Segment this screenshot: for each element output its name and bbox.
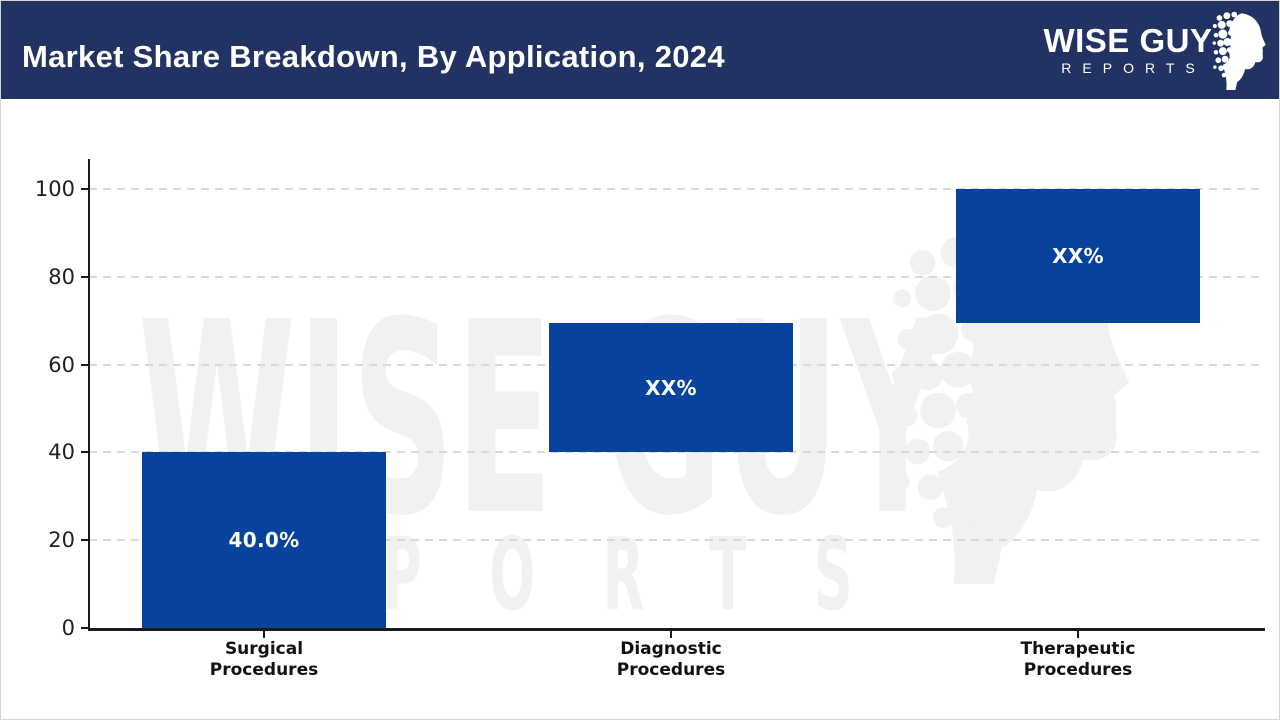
bar-value-label: 40.0% (228, 528, 300, 553)
y-tick-label-100: 100 (34, 177, 75, 201)
x-tick-mark-surgical-procedures (263, 630, 265, 638)
y-tick-mark-20 (81, 539, 89, 542)
x-tick-label-surgical-procedures: Surgical Procedures (209, 639, 319, 680)
brand-logo: WISE GUY REPORTS (1042, 24, 1214, 75)
brand-logo-subtext: REPORTS (1061, 60, 1206, 76)
y-axis-line (88, 159, 90, 630)
y-tick-mark-40 (81, 451, 89, 454)
y-tick-mark-80 (81, 275, 89, 278)
gridline-20 (89, 539, 1265, 542)
x-tick-mark-therapeutic-procedures (1077, 630, 1079, 638)
bar-value-label: XX% (1052, 243, 1104, 268)
x-tick-label-therapeutic-procedures: Therapeutic Procedures (1020, 639, 1136, 680)
y-tick-label-80: 80 (48, 264, 75, 289)
gridline-40 (89, 451, 1265, 454)
gridline-100 (89, 188, 1265, 190)
page-title: Market Share Breakdown, By Application, … (22, 39, 725, 74)
x-tick-label-diagnostic-procedures: Diagnostic Procedures (616, 639, 726, 680)
bar-value-label: XX% (645, 375, 697, 400)
y-tick-mark-60 (81, 363, 89, 366)
brand-logo-head-icon (1212, 11, 1266, 90)
brand-logo-text: WISE GUY (1043, 22, 1213, 59)
x-tick-mark-diagnostic-procedures (670, 630, 672, 638)
y-tick-label-40: 40 (48, 440, 75, 465)
y-tick-label-20: 20 (48, 528, 75, 553)
x-axis-line (88, 628, 1265, 631)
gridline-80 (89, 275, 1265, 278)
header-bar: Market Share Breakdown, By Application, … (1, 1, 1279, 99)
bar-surgical-procedures: 40.0% (142, 452, 386, 628)
y-tick-label-0: 0 (61, 616, 75, 640)
y-tick-mark-100 (81, 188, 89, 190)
bar-diagnostic-procedures: XX% (549, 322, 793, 453)
y-tick-mark-0 (81, 627, 89, 629)
y-tick-label-60: 60 (48, 352, 75, 377)
bar-therapeutic-procedures: XX% (956, 189, 1200, 323)
